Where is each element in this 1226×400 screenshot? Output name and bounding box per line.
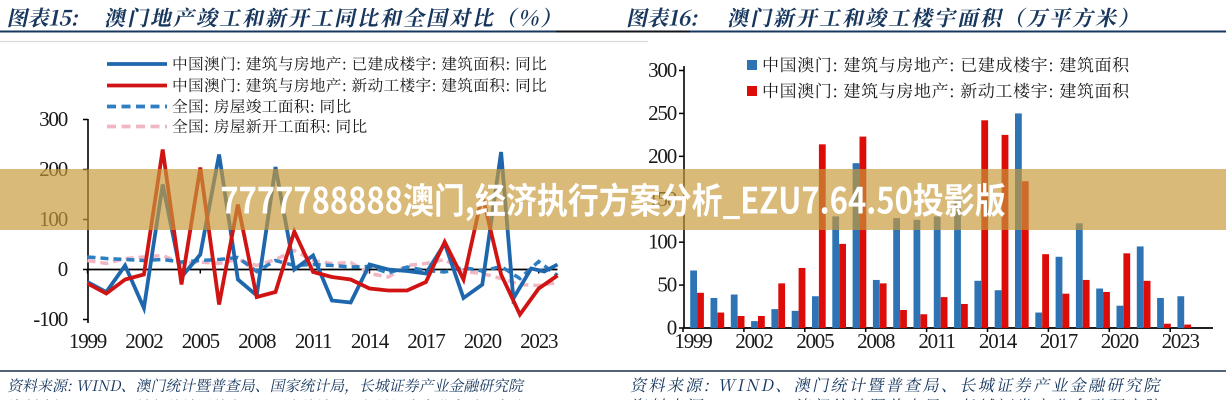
svg-text:2002: 2002: [735, 329, 773, 353]
svg-text:1999: 1999: [674, 329, 712, 353]
svg-text:1999: 1999: [69, 329, 107, 353]
svg-text:2005: 2005: [796, 329, 834, 353]
svg-text:0: 0: [58, 257, 68, 281]
svg-text:100: 100: [648, 230, 677, 254]
svg-text:2005: 2005: [182, 329, 220, 353]
svg-text:2008: 2008: [238, 329, 276, 353]
svg-text:2023: 2023: [520, 329, 558, 353]
svg-text:0: 0: [667, 316, 677, 340]
svg-text:2008: 2008: [857, 329, 895, 353]
svg-text:2011: 2011: [918, 329, 955, 353]
svg-text:2014: 2014: [351, 329, 390, 353]
svg-text:50: 50: [657, 273, 676, 297]
svg-text:2014: 2014: [979, 329, 1018, 353]
svg-text:2017: 2017: [1040, 329, 1078, 353]
svg-text:2011: 2011: [295, 329, 332, 353]
svg-text:200: 200: [648, 144, 677, 168]
svg-text:250: 250: [648, 101, 677, 125]
svg-text:300: 300: [648, 58, 677, 82]
svg-text:-100: -100: [33, 307, 67, 331]
svg-text:2002: 2002: [125, 329, 163, 353]
svg-text:300: 300: [39, 107, 68, 131]
svg-text:2023: 2023: [1162, 329, 1200, 353]
svg-text:2020: 2020: [1101, 329, 1139, 353]
svg-text:2020: 2020: [464, 329, 502, 353]
svg-text:2017: 2017: [407, 329, 445, 353]
